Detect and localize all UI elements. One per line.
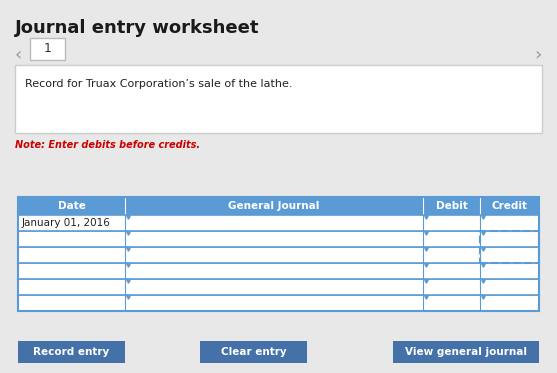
Text: General Journal: General Journal <box>228 201 320 211</box>
Text: 1: 1 <box>43 43 51 56</box>
Text: View general journal: View general journal <box>405 347 527 357</box>
Text: Note: Enter debits before credits.: Note: Enter debits before credits. <box>15 140 200 150</box>
Bar <box>18 215 539 231</box>
Bar <box>18 263 539 279</box>
Bar <box>18 247 539 263</box>
Text: Debit: Debit <box>436 201 467 211</box>
Bar <box>18 295 539 311</box>
Text: Date: Date <box>57 201 85 211</box>
Text: Credit: Credit <box>491 201 527 211</box>
Bar <box>18 197 539 311</box>
Bar <box>30 38 65 60</box>
Text: Journal entry worksheet: Journal entry worksheet <box>15 19 260 37</box>
Text: Clear entry: Clear entry <box>221 347 286 357</box>
Bar <box>18 279 539 295</box>
Bar <box>200 341 307 363</box>
Text: ›: › <box>535 46 542 64</box>
Bar <box>18 341 125 363</box>
Text: Record for Truax Corporation’s sale of the lathe.: Record for Truax Corporation’s sale of t… <box>25 79 292 89</box>
Bar <box>480 231 539 263</box>
Bar <box>18 231 539 247</box>
Bar <box>18 197 539 215</box>
Bar <box>393 341 539 363</box>
Text: Record entry: Record entry <box>33 347 110 357</box>
Text: January 01, 2016: January 01, 2016 <box>22 218 111 228</box>
Bar <box>15 65 542 133</box>
Text: ‹: ‹ <box>15 46 22 64</box>
